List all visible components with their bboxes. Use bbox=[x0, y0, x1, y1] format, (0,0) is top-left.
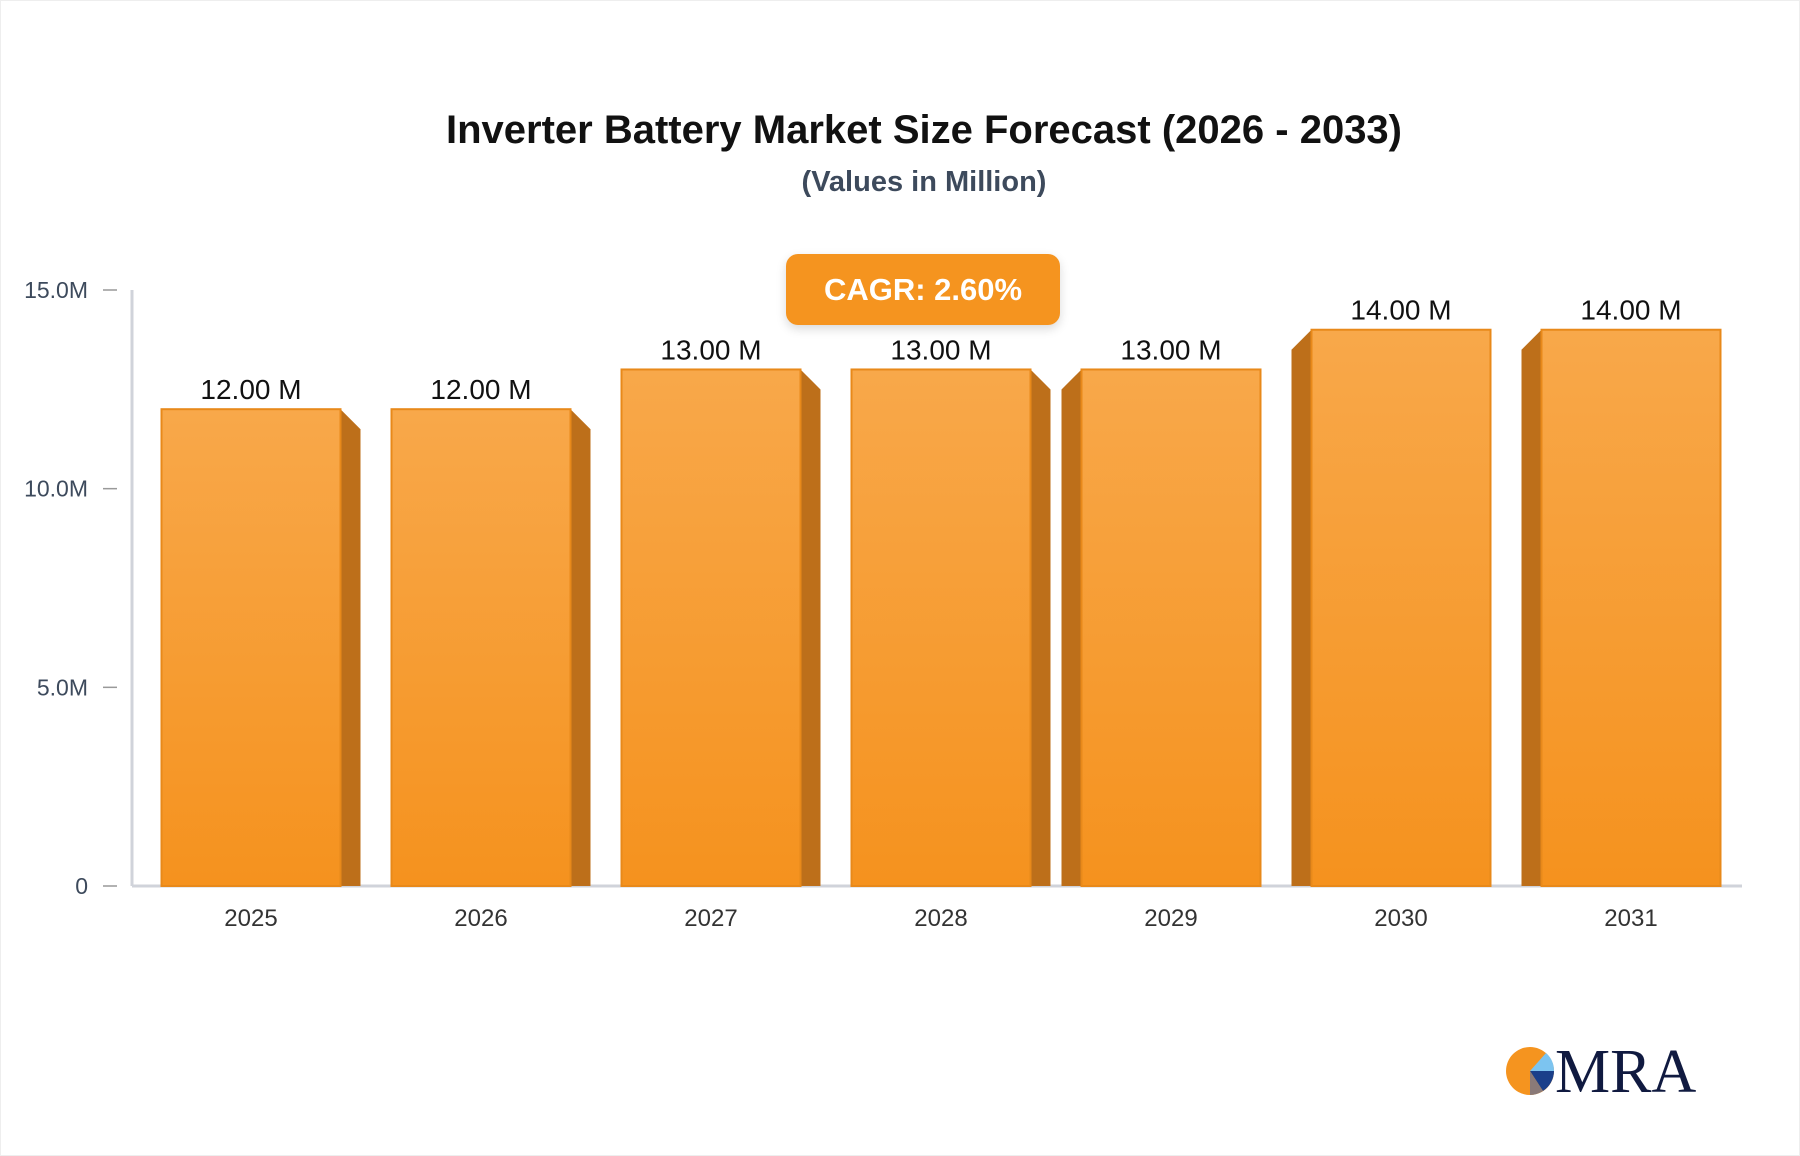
data-label: 14.00 M bbox=[1350, 295, 1451, 326]
bar-side bbox=[1061, 369, 1082, 886]
chart-title: Inverter Battery Market Size Forecast (2… bbox=[445, 108, 1402, 152]
bar bbox=[160, 408, 342, 887]
bar-group: 14.00 M 2030 bbox=[1291, 295, 1492, 932]
bar-side bbox=[1521, 329, 1542, 886]
bar-side bbox=[340, 409, 361, 886]
bar-side bbox=[800, 369, 821, 886]
bar-group: 14.00 M 2031 bbox=[1521, 295, 1722, 932]
bar bbox=[390, 408, 572, 887]
bar-group: 13.00 M 2027 bbox=[620, 334, 821, 932]
y-tick-label: 0 bbox=[75, 873, 88, 899]
x-tick-label: 2028 bbox=[914, 905, 967, 932]
data-label: 13.00 M bbox=[1120, 334, 1221, 365]
chart-subtitle: (Values in Million) bbox=[801, 166, 1047, 198]
x-tick-label: 2031 bbox=[1604, 905, 1657, 932]
bar-group: 13.00 M 2028 bbox=[850, 334, 1051, 932]
data-label: 13.00 M bbox=[890, 334, 991, 365]
cagr-badge: CAGR: 2.60% bbox=[786, 254, 1060, 325]
y-tick-label: 5.0M bbox=[37, 674, 88, 700]
x-tick-label: 2026 bbox=[454, 905, 507, 932]
x-tick-label: 2025 bbox=[224, 905, 277, 932]
x-tick-label: 2027 bbox=[684, 905, 737, 932]
bar bbox=[1080, 368, 1262, 887]
bar-side bbox=[570, 409, 591, 886]
bar bbox=[620, 368, 802, 887]
bar bbox=[850, 368, 1032, 887]
data-label: 14.00 M bbox=[1580, 295, 1681, 326]
y-tick-label: 15.0M bbox=[24, 277, 88, 303]
bar bbox=[1310, 328, 1492, 887]
data-label: 12.00 M bbox=[430, 374, 531, 405]
bar-group: 12.00 M 2026 bbox=[390, 374, 591, 932]
bar bbox=[1540, 328, 1722, 887]
bar-side bbox=[1030, 369, 1051, 886]
bar-side bbox=[1291, 329, 1312, 886]
y-tick-label: 10.0M bbox=[24, 476, 88, 502]
data-label: 12.00 M bbox=[200, 374, 301, 405]
x-tick-label: 2030 bbox=[1374, 905, 1427, 932]
data-label: 13.00 M bbox=[660, 334, 761, 365]
x-tick-label: 2029 bbox=[1144, 905, 1197, 932]
bar-group: 13.00 M 2029 bbox=[1061, 334, 1262, 932]
bar-group: 12.00 M 2025 bbox=[160, 374, 361, 932]
